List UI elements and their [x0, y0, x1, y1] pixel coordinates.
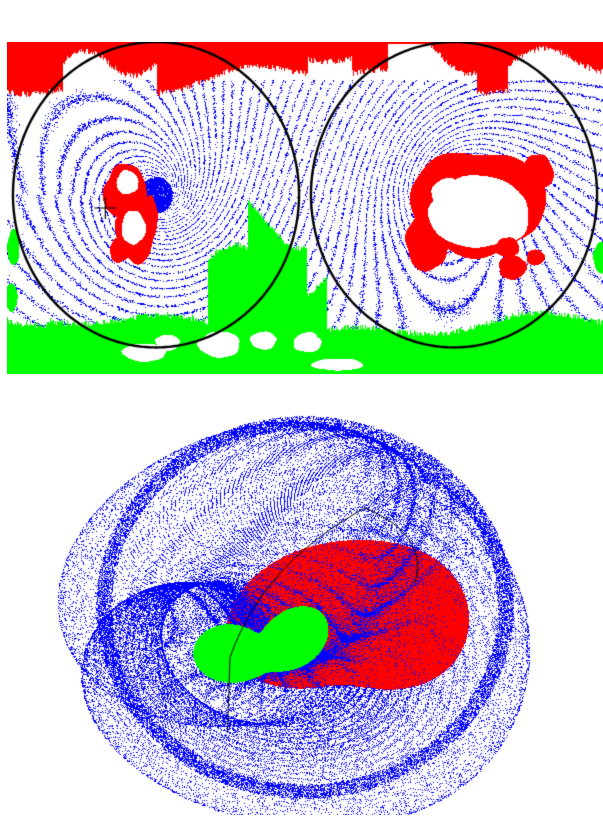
equirectangular-map-canvas	[7, 42, 603, 374]
deformed-sphere-canvas	[55, 400, 555, 815]
panel-deformed-sphere	[55, 400, 555, 815]
panel-equirectangular-map	[7, 42, 603, 374]
